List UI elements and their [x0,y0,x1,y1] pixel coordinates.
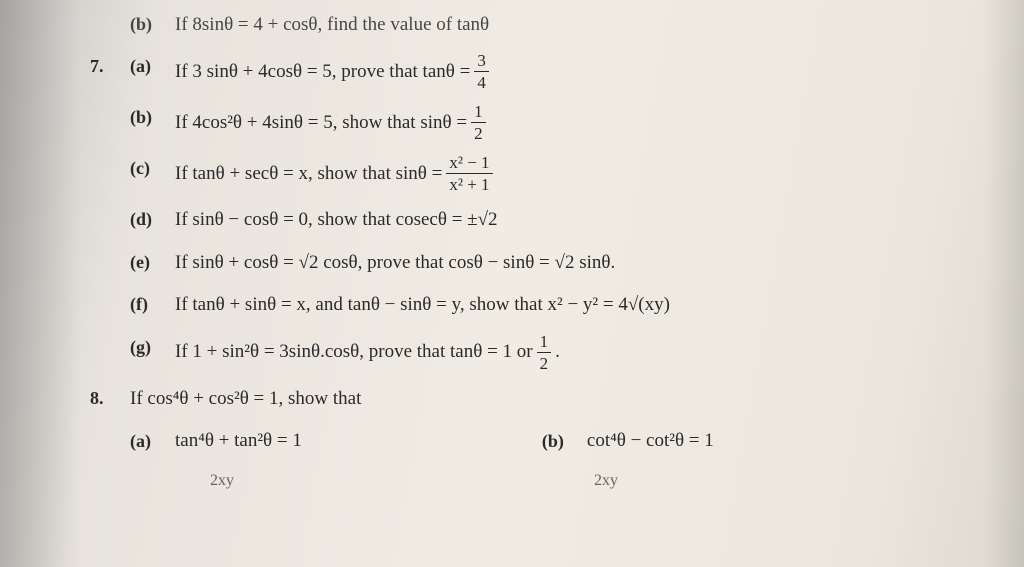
q7-g-frac-den: 2 [537,353,552,372]
q7-f-row: (f) If tanθ + sinθ = x, and tanθ − sinθ … [90,290,964,320]
bottom-left-text: 2xy [210,468,234,494]
q7-a-label: (a) [130,52,175,81]
q7-a-fraction: 3 4 [474,52,489,91]
page-shadow-left [0,0,80,567]
q7-a-frac-den: 4 [474,72,489,91]
q7-b-prefix: If 4cos²θ + 4sinθ = 5, show that sinθ = [175,108,467,138]
q7-g-suffix: . [555,337,560,367]
q7-g-fraction: 1 2 [537,333,552,372]
q7-number: 7. [90,52,130,81]
q8-number: 8. [90,384,130,413]
q7-c-frac-num: x² − 1 [446,154,492,174]
page-content: (b) If 8sinθ = 4 + cosθ, find the value … [90,10,964,494]
q7-b-row: (b) If 4cos²θ + 4sinθ = 5, show that sin… [90,103,964,142]
q7-b-fraction: 1 2 [471,103,486,142]
q7-d-text: If sinθ − cosθ = 0, show that cosecθ = ±… [175,205,964,235]
q8-row: 8. If cos⁴θ + cos²θ = 1, show that [90,384,964,414]
q7-f-text: If tanθ + sinθ = x, and tanθ − sinθ = y,… [175,290,964,320]
q7-d-row: (d) If sinθ − cosθ = 0, show that cosecθ… [90,205,964,235]
q8-b-item: (b) cot⁴θ − cot²θ = 1 [542,426,714,456]
q7-b-frac-num: 1 [471,103,486,123]
q7-a-prefix: If 3 sinθ + 4cosθ = 5, prove that tanθ = [175,57,470,87]
q7-a-content: If 3 sinθ + 4cosθ = 5, prove that tanθ =… [175,52,964,91]
q7-a-row: 7. (a) If 3 sinθ + 4cosθ = 5, prove that… [90,52,964,91]
q7-a-frac-num: 3 [474,52,489,72]
q6-b-row: (b) If 8sinθ = 4 + cosθ, find the value … [90,10,964,40]
bottom-right-text: 2xy [594,468,618,494]
q8-text: If cos⁴θ + cos²θ = 1, show that [130,384,964,414]
page-shadow-right [984,0,1024,567]
q7-e-text: If sinθ + cosθ = √2 cosθ, prove that cos… [175,248,964,278]
q8-sub-container: (a) tan⁴θ + tan²θ = 1 (b) cot⁴θ − cot²θ … [130,426,714,456]
q7-b-frac-den: 2 [471,123,486,142]
q7-c-frac-den: x² + 1 [446,174,492,193]
bottom-row: 2xy 2xy [90,468,964,494]
q7-e-label: (e) [130,248,175,277]
q7-c-label: (c) [130,154,175,183]
q7-c-prefix: If tanθ + secθ = x, show that sinθ = [175,159,442,189]
q6-b-text: If 8sinθ = 4 + cosθ, find the value of t… [175,10,964,40]
q7-e-row: (e) If sinθ + cosθ = √2 cosθ, prove that… [90,248,964,278]
q8-a-label: (a) [130,427,175,456]
q8-b-text: cot⁴θ − cot²θ = 1 [587,426,714,456]
q8-a-text: tan⁴θ + tan²θ = 1 [175,426,302,456]
q7-c-content: If tanθ + secθ = x, show that sinθ = x² … [175,154,964,193]
q7-f-label: (f) [130,290,175,319]
q7-b-label: (b) [130,103,175,132]
q8-subs-row: (a) tan⁴θ + tan²θ = 1 (b) cot⁴θ − cot²θ … [90,426,964,456]
q7-g-row: (g) If 1 + sin²θ = 3sinθ.cosθ, prove tha… [90,333,964,372]
q8-b-label: (b) [542,427,587,456]
q7-c-fraction: x² − 1 x² + 1 [446,154,492,193]
q7-d-label: (d) [130,205,175,234]
q7-c-row: (c) If tanθ + secθ = x, show that sinθ =… [90,154,964,193]
q7-g-label: (g) [130,333,175,362]
bottom-container: 2xy 2xy [210,468,618,494]
q7-g-frac-num: 1 [537,333,552,353]
q8-a-item: (a) tan⁴θ + tan²θ = 1 [130,426,302,456]
q7-g-content: If 1 + sin²θ = 3sinθ.cosθ, prove that ta… [175,333,964,372]
q7-b-content: If 4cos²θ + 4sinθ = 5, show that sinθ = … [175,103,964,142]
q7-g-prefix: If 1 + sin²θ = 3sinθ.cosθ, prove that ta… [175,337,533,367]
q6-b-label: (b) [130,10,175,39]
